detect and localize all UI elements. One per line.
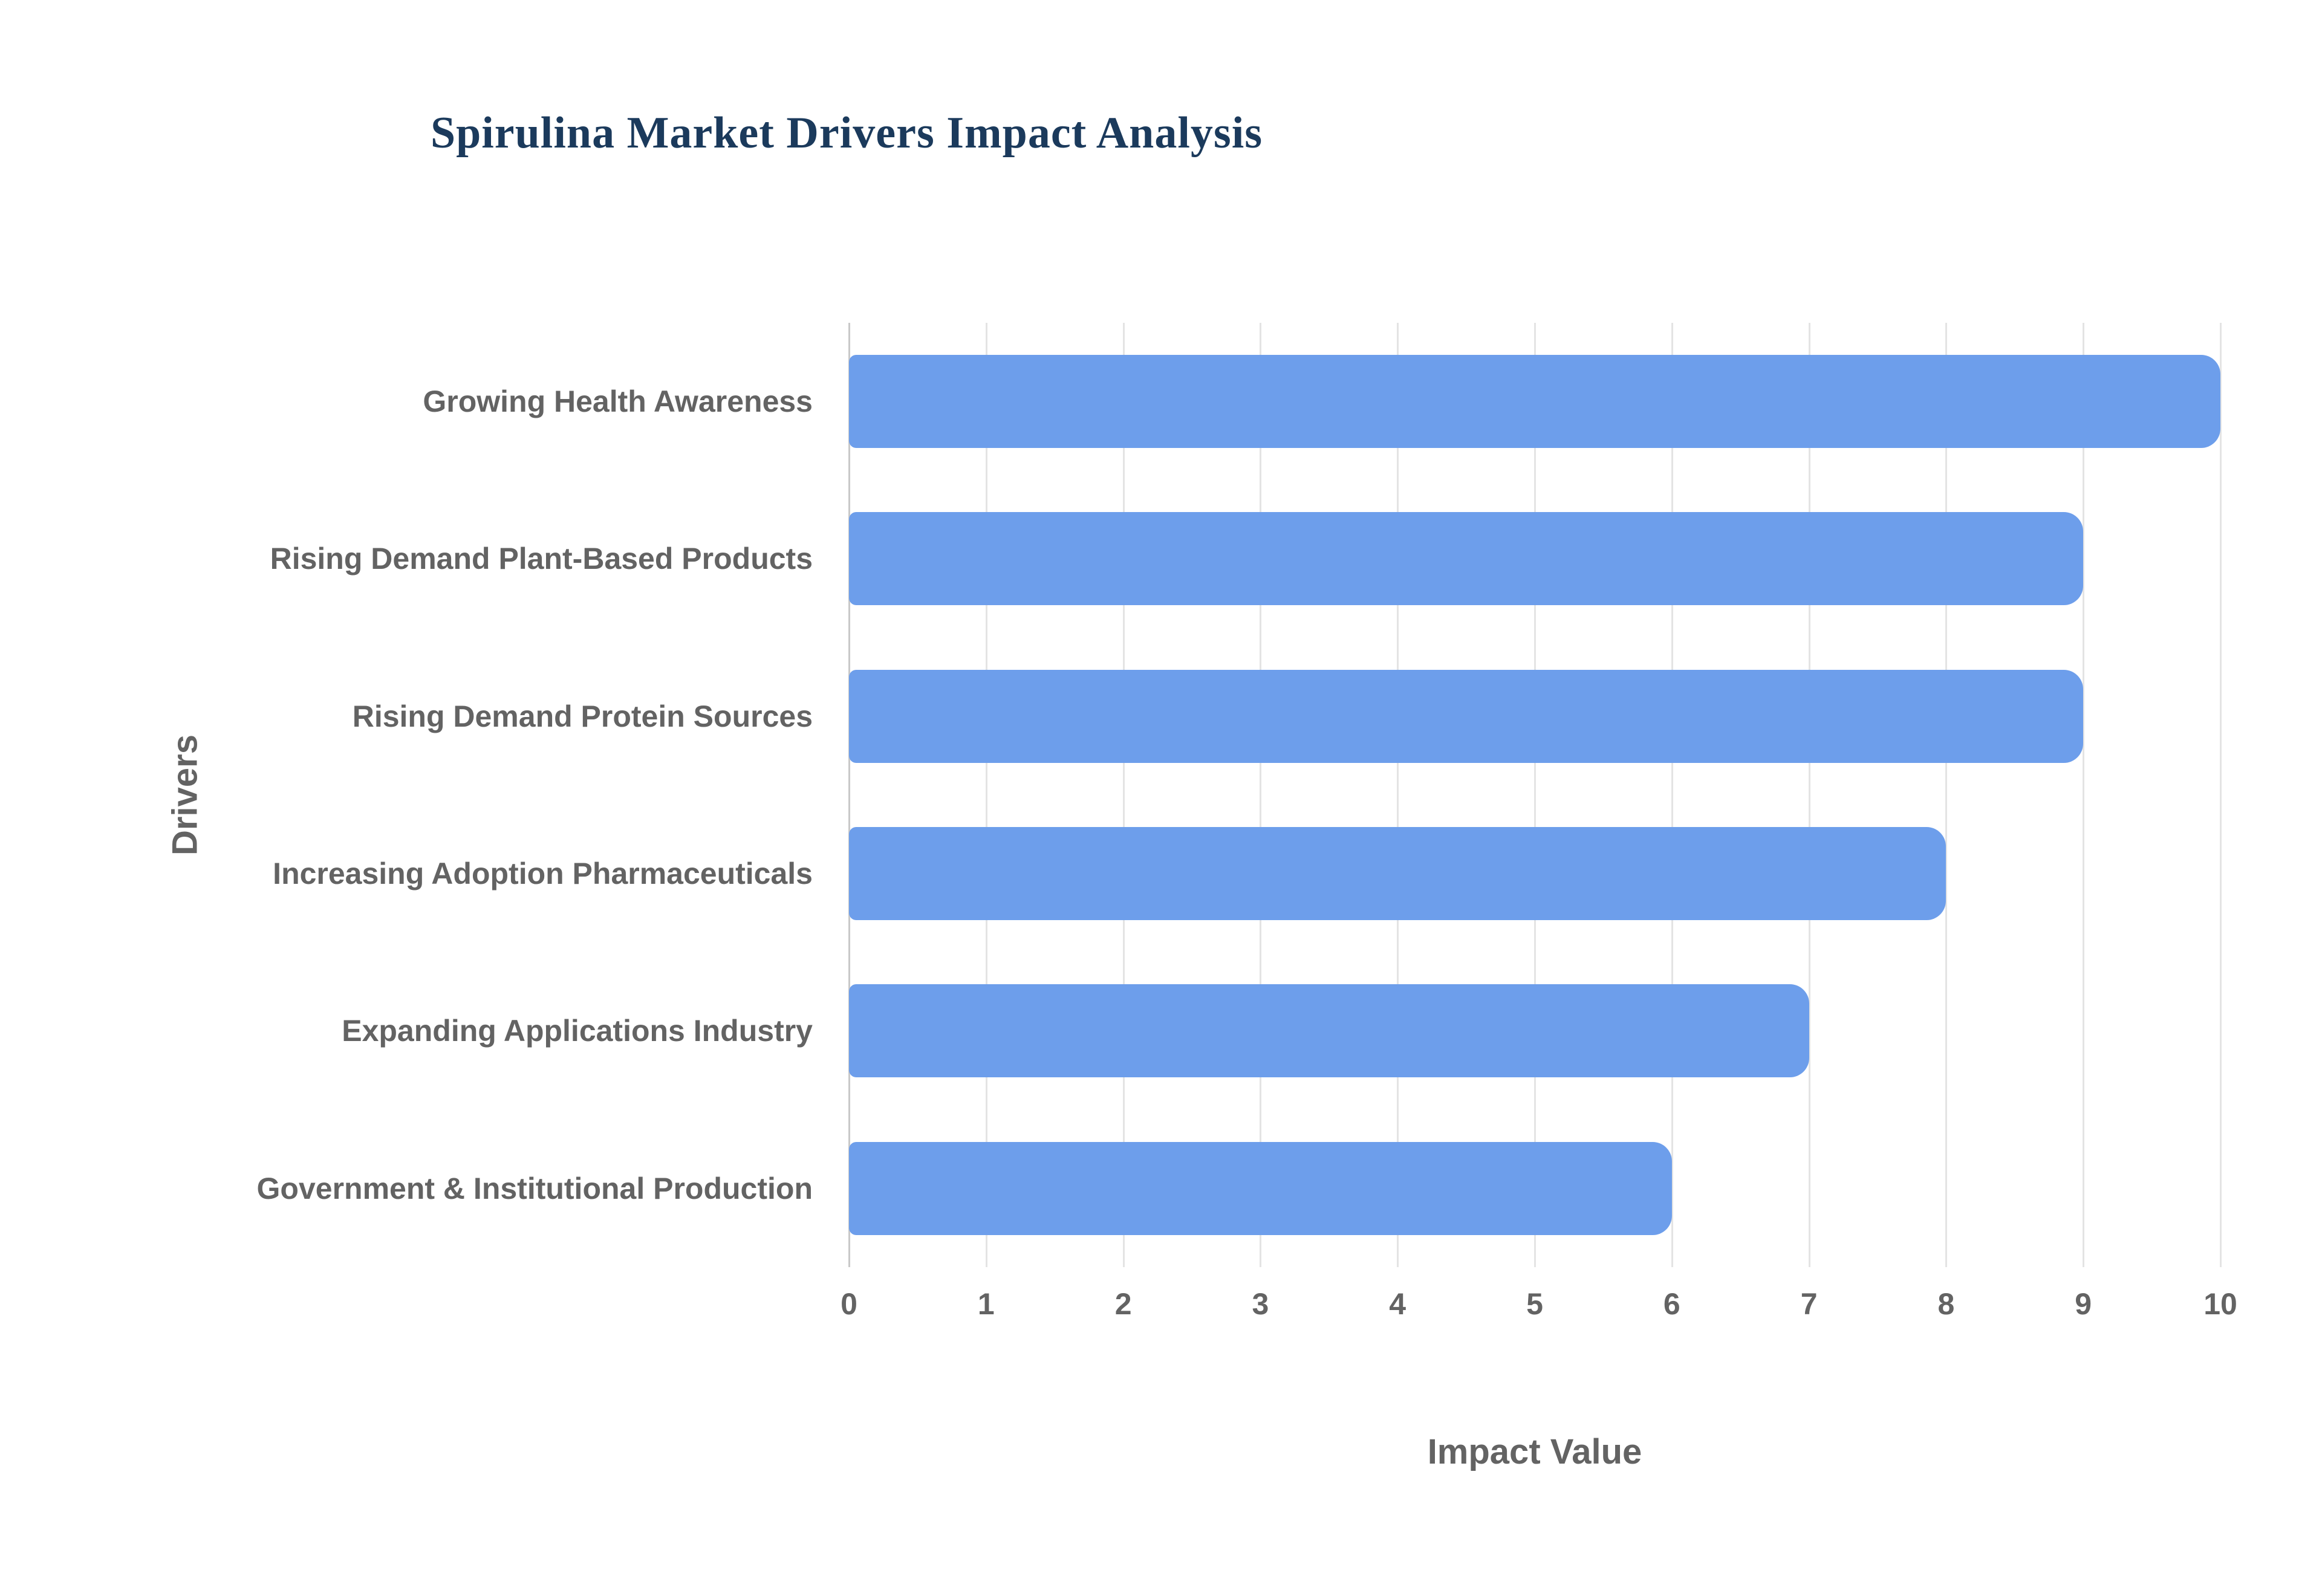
x-tick-label: 9: [2075, 1287, 2092, 1321]
x-tick-label: 10: [2203, 1287, 2237, 1321]
y-axis-category-labels: Growing Health Awareness Rising Demand Pl…: [121, 323, 813, 1267]
gridline: [1534, 323, 1536, 1267]
x-tick-label: 6: [1663, 1287, 1680, 1321]
bar: [849, 355, 2220, 449]
axis-baseline: [848, 323, 850, 1267]
category-label: Increasing Adoption Pharmaceuticals: [273, 857, 813, 891]
gridline: [985, 323, 987, 1267]
x-tick-label: 2: [1114, 1287, 1132, 1321]
gridline: [1671, 323, 1673, 1267]
gridline: [1945, 323, 1948, 1267]
x-tick-label: 5: [1526, 1287, 1543, 1321]
x-tick-label: 3: [1252, 1287, 1269, 1321]
x-tick-label: 0: [841, 1287, 857, 1321]
bar: [849, 512, 2084, 606]
category-label: Government & Institutional Production: [256, 1171, 813, 1205]
category-label: Rising Demand Protein Sources: [352, 699, 813, 733]
bar-band: [849, 323, 2220, 480]
plot-area: [848, 323, 2222, 1267]
x-tick-label: 7: [1800, 1287, 1818, 1321]
gridline: [1397, 323, 1399, 1267]
bar-band: [849, 1110, 2220, 1267]
gridline: [2083, 323, 2085, 1267]
bar: [849, 1141, 1672, 1235]
bar-band: [849, 795, 2220, 952]
chart-title: Spirulina Market Drivers Impact Analysis: [430, 108, 1263, 158]
x-axis-tick-labels: 0 1 2 3 4 5 6 7 8 9 10: [841, 1286, 2237, 1329]
x-tick-label: 8: [1937, 1287, 1955, 1321]
category-label: Expanding Applications Industry: [342, 1014, 813, 1048]
x-tick-label: 4: [1389, 1287, 1407, 1321]
bar-band: [849, 638, 2220, 795]
category-label: Rising Demand Plant-Based Products: [270, 542, 813, 576]
x-tick-label: 1: [977, 1287, 995, 1321]
gridline: [2220, 323, 2222, 1267]
bar-band: [849, 952, 2220, 1109]
category-label: Growing Health Awareness: [423, 384, 813, 419]
x-axis-title: Impact Value: [1427, 1432, 1642, 1471]
bars-group: [849, 323, 2220, 1267]
gridline: [1808, 323, 1810, 1267]
bar-band: [849, 480, 2220, 637]
gridline: [1260, 323, 1262, 1267]
gridline: [1122, 323, 1125, 1267]
bar: [849, 669, 2084, 763]
bar: [849, 984, 1809, 1078]
bar: [849, 827, 1946, 921]
